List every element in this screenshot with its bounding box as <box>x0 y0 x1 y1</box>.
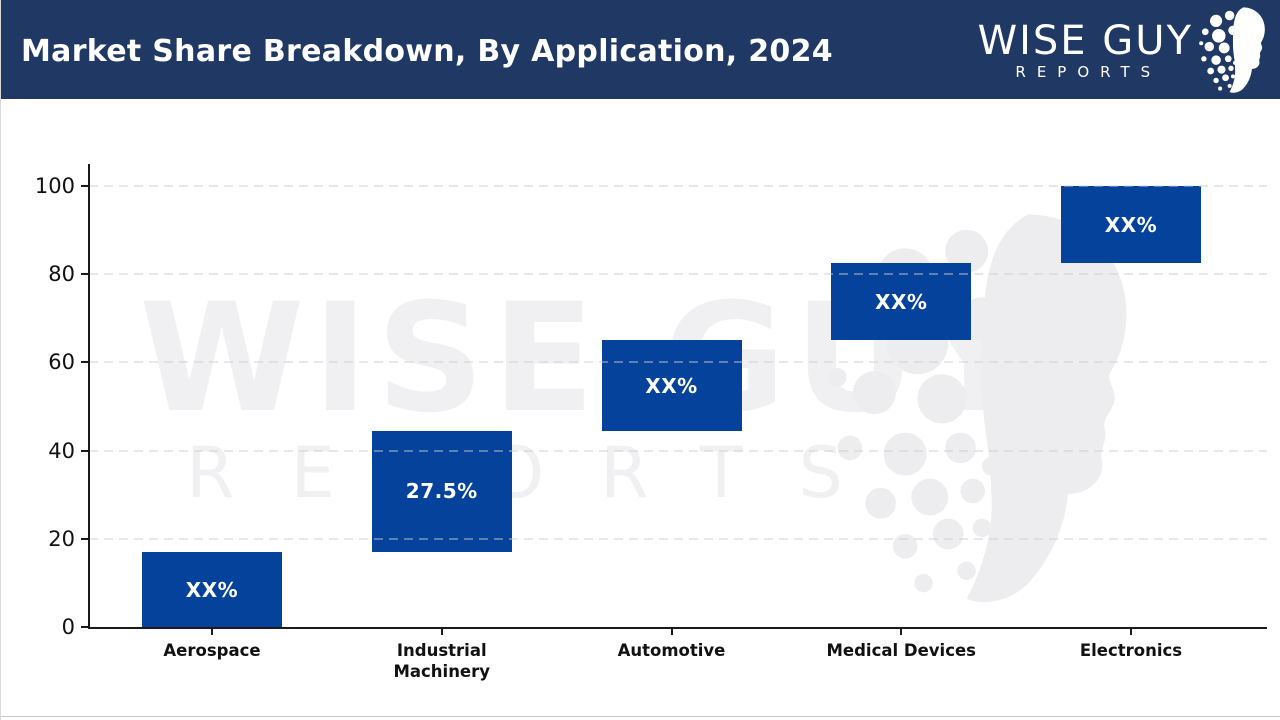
gridline <box>89 185 1267 187</box>
bar-value-label: 27.5% <box>405 479 478 504</box>
y-tick <box>81 273 89 276</box>
y-tick-label: 80 <box>48 262 75 287</box>
bar <box>1061 186 1201 264</box>
bar-value-label: XX% <box>185 577 239 602</box>
y-axis <box>88 164 90 629</box>
x-tick <box>1130 627 1132 635</box>
watermark-subtext: REPORTS <box>186 432 899 514</box>
bar-value-label: XX% <box>875 289 928 314</box>
y-tick-label: 0 <box>61 615 75 639</box>
logo-head-icon <box>1199 7 1265 93</box>
logo-line1: WISE GUY <box>977 18 1193 64</box>
x-tick <box>670 627 673 635</box>
x-category-label: Medical Devices <box>826 641 976 660</box>
x-category-label: Electronics <box>1079 641 1183 660</box>
gridline <box>89 361 1267 364</box>
bar <box>371 430 512 553</box>
bar <box>142 552 282 627</box>
header: Market Share Breakdown, By Application, … <box>1 0 1280 99</box>
gridline <box>89 273 1267 276</box>
x-category-label: Automotive <box>617 641 726 660</box>
y-tick-label: 100 <box>34 174 75 198</box>
x-tick <box>440 627 443 635</box>
x-axis <box>88 627 1267 629</box>
y-tick <box>81 185 89 187</box>
chart-title: Market Share Breakdown, By Application, … <box>21 34 833 69</box>
y-tick-label: 60 <box>48 350 75 375</box>
x-tick <box>211 627 213 635</box>
x-category-label: Aerospace <box>163 641 261 660</box>
x-category-label: Industrial Machinery <box>393 641 491 681</box>
footer-divider <box>1 716 1280 717</box>
y-tick <box>81 626 89 628</box>
logo-line2: REPORTS <box>1015 63 1162 81</box>
bar-value-label: XX% <box>1104 212 1158 237</box>
bar-value-label: XX% <box>645 373 698 398</box>
gridline <box>89 449 1267 452</box>
wise-guy-logo: WISE GUY REPORTS <box>978 7 1271 93</box>
bar <box>831 263 972 341</box>
y-tick <box>81 537 89 540</box>
x-tick <box>900 627 903 635</box>
y-tick-label: 40 <box>48 438 75 463</box>
gridline <box>89 537 1267 540</box>
y-tick <box>81 361 89 364</box>
bar <box>601 340 742 431</box>
y-tick-label: 20 <box>48 526 75 551</box>
logo-wordmark: WISE GUY REPORTS <box>978 19 1193 81</box>
y-tick <box>81 449 89 452</box>
